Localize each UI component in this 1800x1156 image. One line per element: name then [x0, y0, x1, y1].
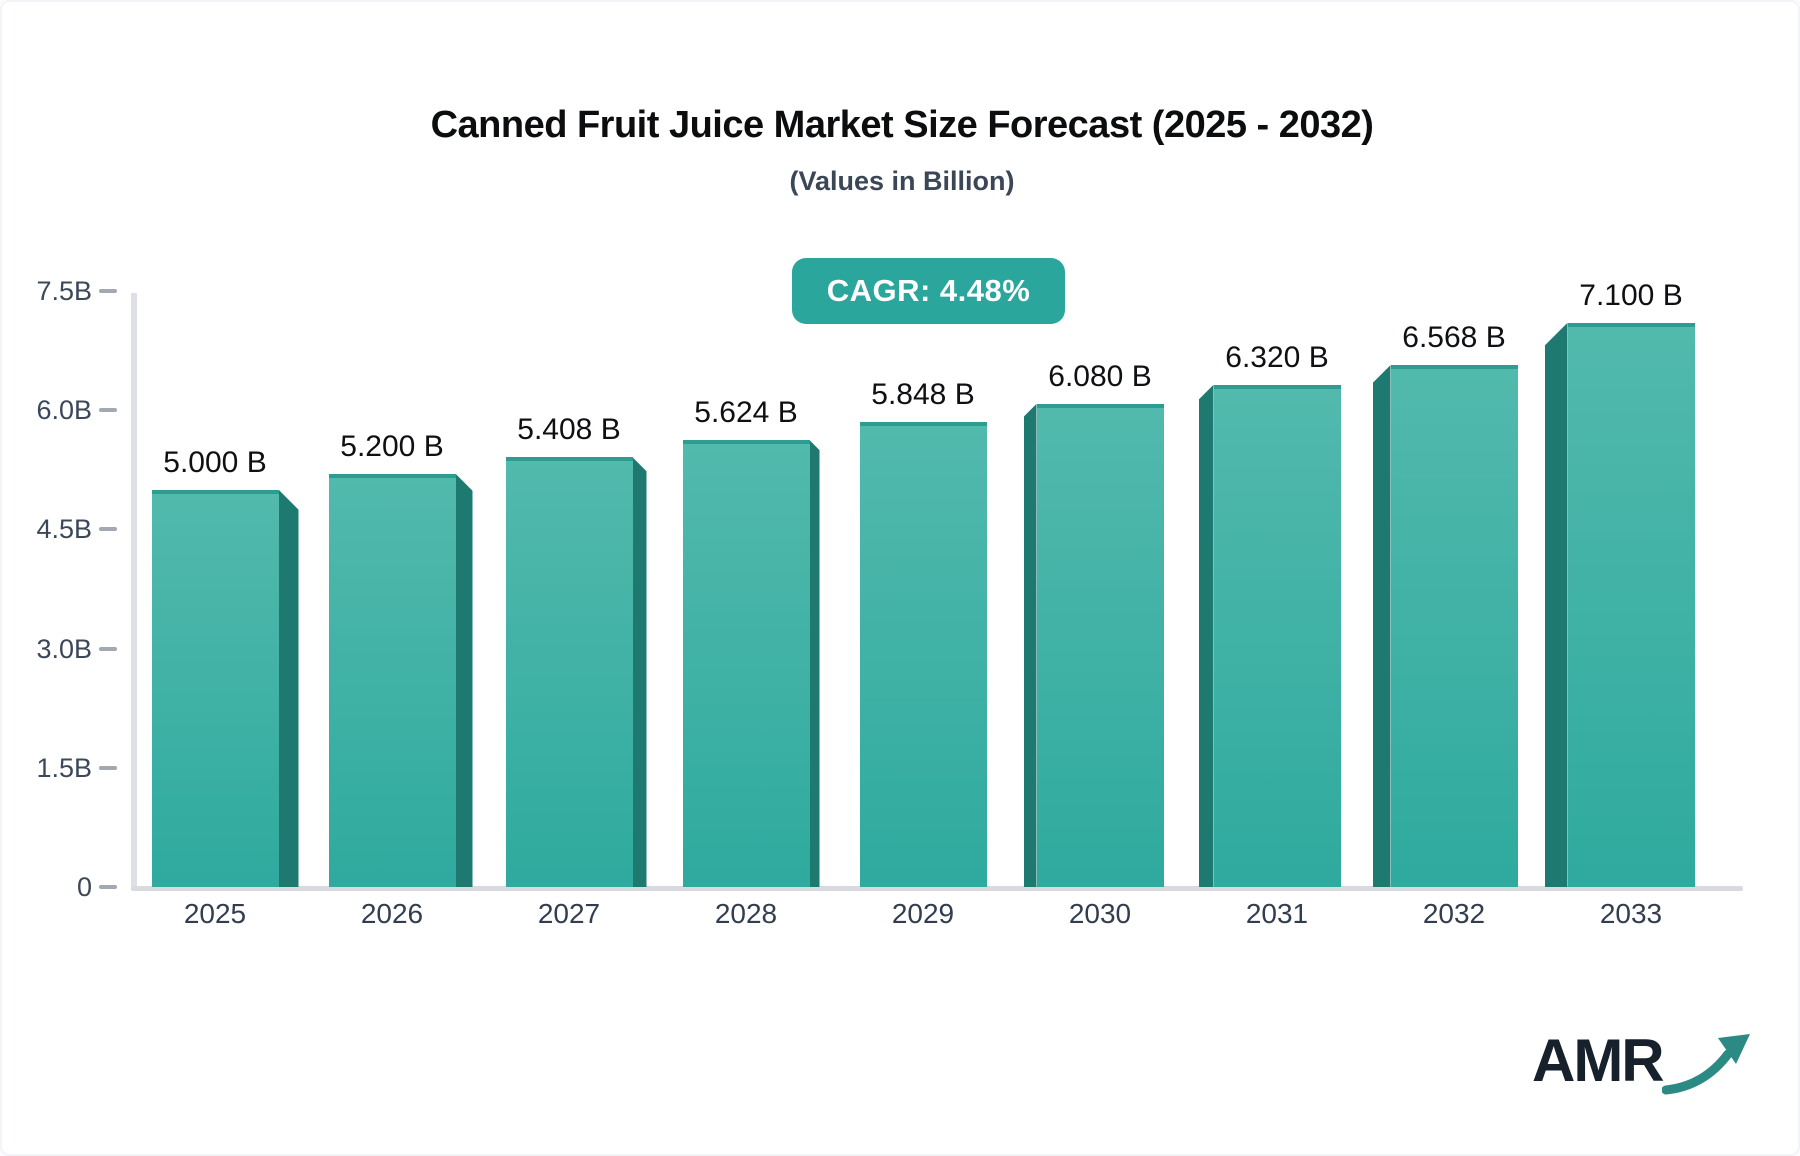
- bar-value-label: 6.320 B: [1225, 340, 1329, 374]
- bar-side-face: [1544, 322, 1568, 887]
- bar: [682, 440, 810, 887]
- y-tick-label: 3.0B: [36, 633, 92, 664]
- bar-value-label: 5.408 B: [517, 413, 621, 447]
- x-axis-line: [131, 886, 1743, 891]
- y-tick-label: 0: [76, 872, 92, 902]
- bar-value-label: 7.100 B: [1579, 278, 1683, 312]
- y-tick-label: 4.5B: [36, 514, 92, 545]
- x-axis-label: 2026: [360, 898, 424, 929]
- cagr-badge: CAGR: 4.48%: [792, 258, 1065, 324]
- bar-value-label: 5.000 B: [163, 445, 267, 479]
- x-axis-label: 2028: [714, 898, 778, 929]
- y-tick-label: 6.0B: [36, 395, 92, 426]
- bar-value-label: 5.200 B: [340, 429, 444, 463]
- y-tick-mark: [99, 289, 117, 293]
- bar: [1390, 365, 1518, 887]
- chart-title: Canned Fruit Juice Market Size Forecast …: [430, 104, 1374, 146]
- bar-side-face: [1023, 403, 1037, 887]
- bar-side-face: [278, 489, 299, 887]
- bar-side-face: [1372, 365, 1391, 887]
- bar: [505, 457, 633, 887]
- bar-value-label: 5.848 B: [871, 378, 975, 412]
- bar: [328, 473, 456, 887]
- x-axis-label: 2030: [1068, 898, 1132, 929]
- x-axis-label: 2025: [183, 898, 247, 929]
- bar-side-face: [632, 457, 647, 887]
- bar: [1036, 403, 1164, 887]
- bar-side-face: [1198, 384, 1214, 887]
- y-tick-label: 7.5B: [36, 276, 92, 306]
- bar: [859, 422, 987, 887]
- chart-subtitle: (Values in Billion): [789, 166, 1015, 196]
- bar-value-label: 6.080 B: [1048, 359, 1152, 393]
- bar-value-label: 6.568 B: [1402, 321, 1506, 355]
- y-tick-label: 1.5B: [36, 752, 92, 783]
- x-axis-label: 2031: [1245, 898, 1309, 929]
- y-tick-mark: [99, 527, 117, 532]
- y-tick-mark: [99, 646, 117, 651]
- bar: [1213, 384, 1341, 887]
- growth-arrow-icon: [1662, 1034, 1750, 1095]
- x-axis-label: 2033: [1599, 898, 1663, 929]
- bar: [1567, 322, 1695, 887]
- bar-side-face: [809, 440, 820, 887]
- y-tick-mark: [99, 885, 117, 889]
- y-tick-mark: [99, 765, 117, 770]
- y-tick-mark: [99, 408, 117, 413]
- brand-logo-text: AMR: [1532, 1027, 1665, 1094]
- y-axis-line: [131, 293, 137, 887]
- x-axis-label: 2032: [1422, 898, 1486, 929]
- bar-value-label: 5.624 B: [694, 396, 798, 430]
- bar-side-face: [455, 473, 473, 887]
- x-axis-label: 2029: [891, 898, 955, 929]
- bar: [151, 489, 279, 887]
- brand-logo: AMR: [1532, 1027, 1750, 1118]
- x-axis-label: 2027: [537, 898, 601, 929]
